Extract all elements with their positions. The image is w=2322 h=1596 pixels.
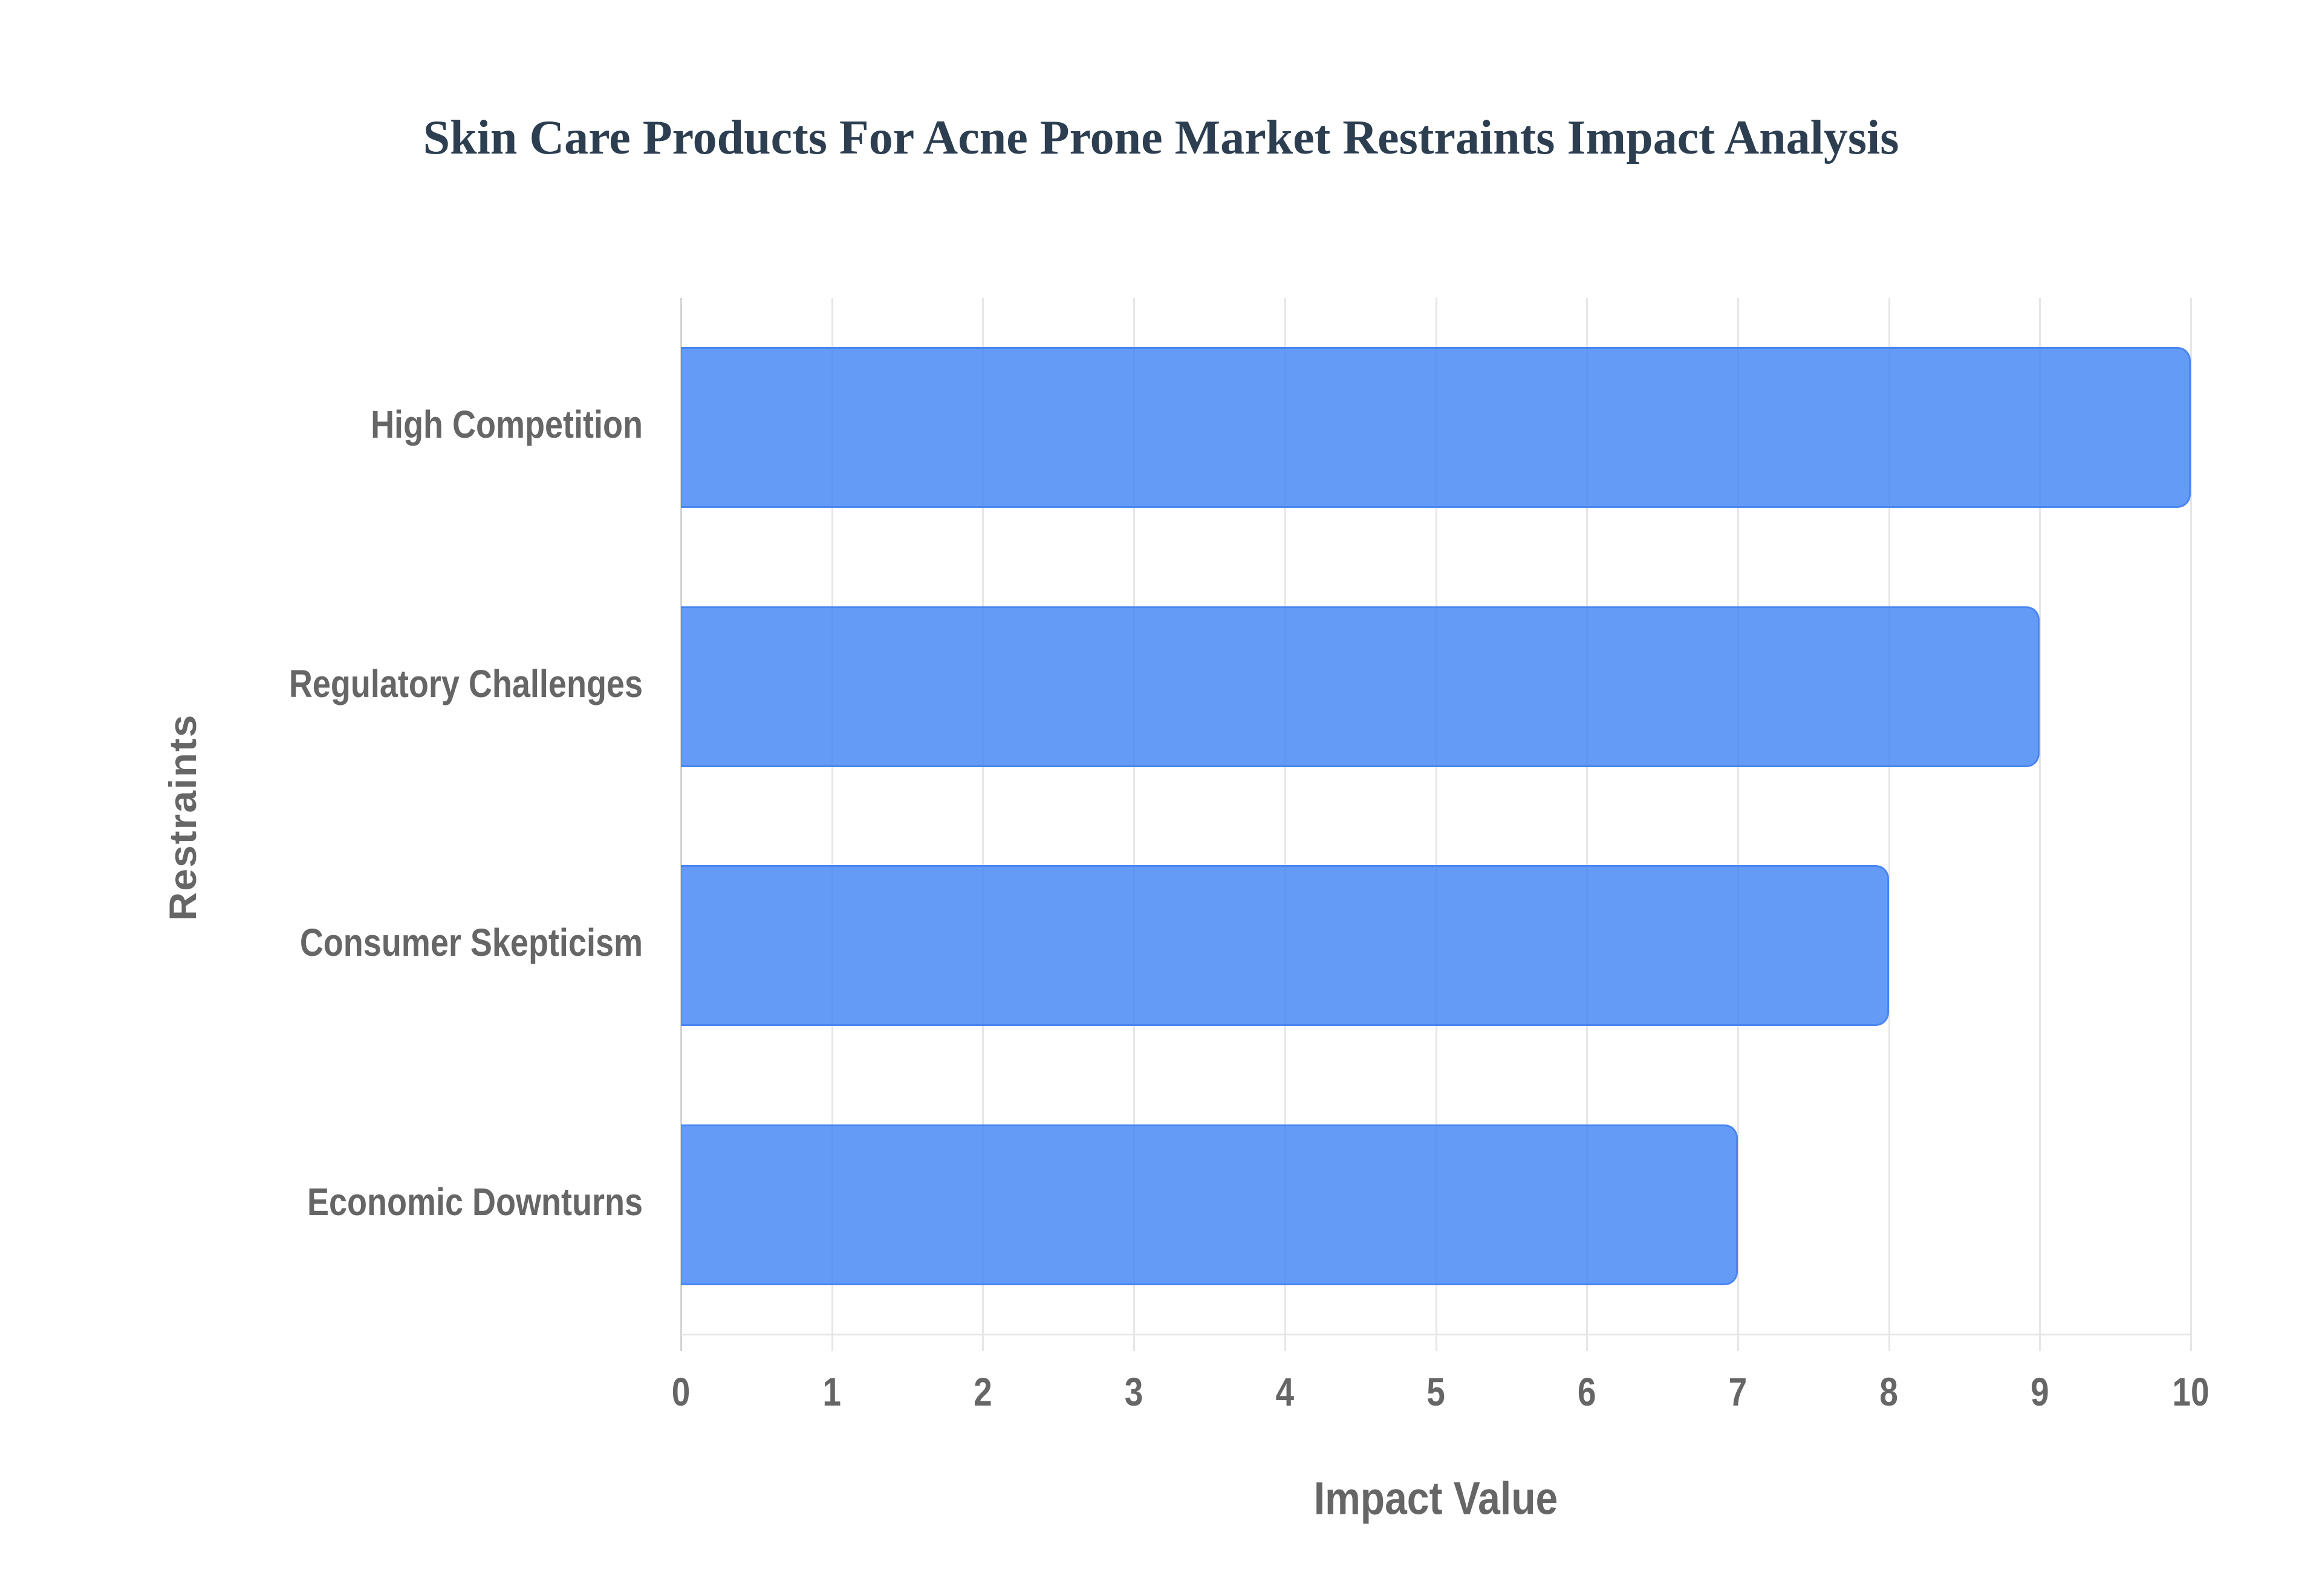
gridline (831, 298, 833, 1351)
x-tick-label: 1 (822, 1369, 841, 1415)
x-tick-label: 6 (1577, 1369, 1596, 1415)
x-tick-label: 10 (2172, 1369, 2210, 1415)
x-tick-label: 3 (1124, 1369, 1143, 1415)
chart-title: Skin Care Products For Acne Prone Market… (423, 111, 1899, 164)
x-tick-label: 5 (1426, 1369, 1445, 1415)
bar[interactable] (681, 347, 2191, 508)
y-tick-label: High Competition (371, 403, 643, 447)
gridline (1888, 298, 1890, 1351)
plot-area (680, 298, 2192, 1351)
gridline (1586, 298, 1589, 1351)
gridline (680, 298, 682, 1351)
x-tick-label: 8 (1879, 1369, 1898, 1415)
x-axis-label: Impact Value (1313, 1472, 1558, 1524)
gridline (1284, 298, 1286, 1351)
gridline (2190, 298, 2192, 1351)
x-tick-label: 4 (1275, 1369, 1295, 1415)
y-tick-label: Economic Downturns (307, 1181, 643, 1224)
x-tick-label: 7 (1728, 1369, 1748, 1415)
gridline (1133, 298, 1136, 1351)
bar[interactable] (681, 606, 2040, 767)
y-axis-label: Restraints (161, 713, 204, 921)
gridline (1435, 298, 1437, 1351)
gridline (982, 298, 984, 1351)
bar[interactable] (681, 865, 1889, 1027)
x-tick-label: 9 (2031, 1369, 2049, 1415)
x-tick-label: 0 (671, 1369, 691, 1415)
bar[interactable] (681, 1124, 1738, 1285)
x-axis-line (681, 1334, 2191, 1335)
x-tick-label: 2 (974, 1369, 992, 1415)
gridline (1737, 298, 1739, 1351)
y-tick-label: Regulatory Challenges (288, 663, 643, 706)
gridline (2039, 298, 2041, 1351)
y-tick-label: Consumer Skepticism (299, 921, 643, 965)
